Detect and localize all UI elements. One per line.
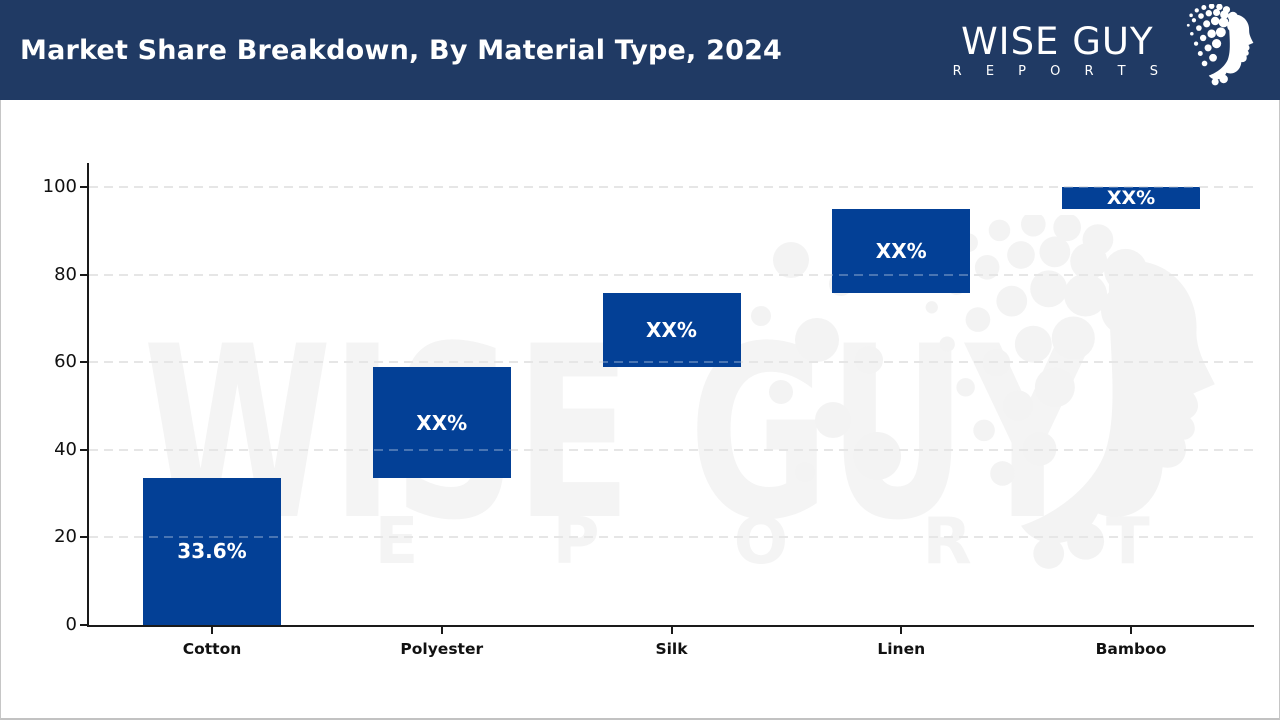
y-tick-label: 60	[54, 351, 77, 373]
wise-guy-reports-logo: WISE GUY R E P O R T S	[947, 4, 1266, 96]
x-tick-label: Cotton	[182, 640, 242, 658]
watermark-scatter-dots	[751, 242, 901, 482]
x-tick-label: Polyester	[400, 640, 484, 658]
y-tick-mark	[80, 624, 88, 626]
y-tick-label: 100	[42, 176, 77, 197]
x-tick-label: Bamboo	[1095, 640, 1167, 658]
x-tick-mark	[211, 627, 213, 634]
y-tick-mark	[80, 536, 88, 539]
x-tick-label: Linen	[877, 640, 926, 658]
x-tick-mark	[1130, 627, 1132, 634]
logo-text: WISE GUY R E P O R T S	[947, 23, 1168, 78]
y-tick-mark	[80, 273, 88, 276]
y-tick-label: 40	[54, 438, 77, 460]
y-tick-mark	[80, 186, 88, 188]
x-tick-label: Silk	[655, 640, 688, 658]
gridline	[89, 186, 1253, 188]
y-axis-line	[87, 163, 89, 627]
y-tick-label: 0	[65, 614, 77, 635]
watermark-head-graphic	[925, 215, 1215, 569]
bar-bamboo: XX%	[1062, 187, 1200, 210]
chart-header: Market Share Breakdown, By Material Type…	[0, 0, 1280, 100]
x-tick-mark	[440, 627, 443, 634]
y-tick-mark	[80, 361, 88, 364]
y-tick-mark	[80, 448, 88, 451]
dotted-head-logo-icon	[1186, 4, 1254, 86]
x-tick-mark	[670, 627, 673, 634]
logo-primary-text: WISE GUY	[961, 19, 1154, 63]
x-tick-mark	[900, 627, 903, 634]
bar-value-label: XX%	[1106, 187, 1156, 210]
x-axis-line	[87, 625, 1254, 627]
page-title: Market Share Breakdown, By Material Type…	[20, 34, 783, 66]
gridline-overlay	[89, 186, 1253, 188]
y-tick-label: 20	[54, 526, 77, 548]
logo-secondary-text: R E P O R T S	[952, 63, 1168, 79]
y-tick-label: 80	[54, 263, 77, 285]
